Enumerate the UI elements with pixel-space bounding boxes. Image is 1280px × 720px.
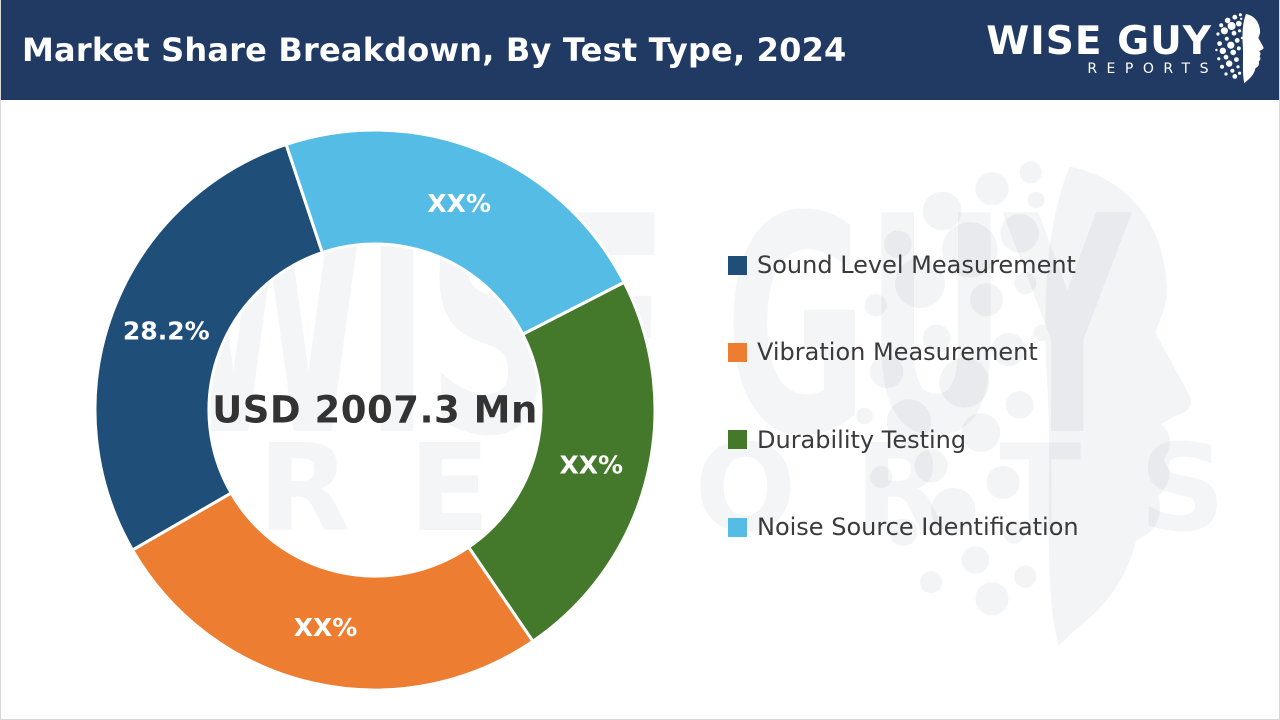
logo-wordmark: WISE GUY bbox=[986, 19, 1212, 65]
chart-legend: Sound Level Measurement Vibration Measure… bbox=[728, 252, 1079, 541]
segment-value-label-durability-testing: XX% bbox=[559, 451, 623, 480]
face-profile-icon bbox=[1215, 13, 1264, 84]
segment-value-label-sound-level-measurement: 28.2% bbox=[123, 317, 210, 346]
chart-center-value: USD 2007.3 Mn bbox=[212, 388, 538, 432]
header-bar: Market Share Breakdown, By Test Type, 20… bbox=[0, 0, 1280, 100]
legend-label: Noise Source Identification bbox=[757, 513, 1079, 542]
chart-canvas: WISE GUY REPORTS 28.2% XX% XX% XX% USD 2007… bbox=[0, 100, 1280, 720]
legend-label: Durability Testing bbox=[757, 425, 967, 454]
logo-subtitle: REPORTS bbox=[1087, 61, 1218, 78]
donut-chart: 28.2% XX% XX% XX% bbox=[93, 128, 657, 692]
legend-swatch-icon bbox=[728, 517, 747, 537]
page-title: Market Share Breakdown, By Test Type, 20… bbox=[22, 31, 847, 69]
legend-label: Sound Level Measurement bbox=[757, 251, 1076, 279]
legend-item-noise-source-identification: Noise Source Identification bbox=[728, 513, 1079, 542]
legend-item-sound-level-measurement: Sound Level Measurement bbox=[728, 252, 1079, 278]
donut-segment-noise-source-identification bbox=[284, 128, 626, 336]
legend-swatch-icon bbox=[728, 430, 747, 450]
legend-swatch-icon bbox=[728, 255, 747, 275]
donut-segment-durability-testing bbox=[467, 280, 657, 643]
wise-guy-logo: WISE GUY REPORTS bbox=[986, 8, 1266, 92]
legend-item-durability-testing: Durability Testing bbox=[728, 425, 1079, 454]
donut-segment-sound-level-measurement bbox=[93, 142, 324, 552]
segment-value-label-noise-source-identification: XX% bbox=[427, 189, 491, 218]
segment-value-label-vibration-measurement: XX% bbox=[294, 613, 358, 642]
legend-swatch-icon bbox=[728, 343, 747, 363]
legend-label: Vibration Measurement bbox=[757, 338, 1038, 367]
legend-item-vibration-measurement: Vibration Measurement bbox=[728, 338, 1079, 367]
donut-segment-vibration-measurement bbox=[131, 491, 535, 692]
wise-guy-logo-text: WISE GUY REPORTS bbox=[986, 22, 1212, 77]
